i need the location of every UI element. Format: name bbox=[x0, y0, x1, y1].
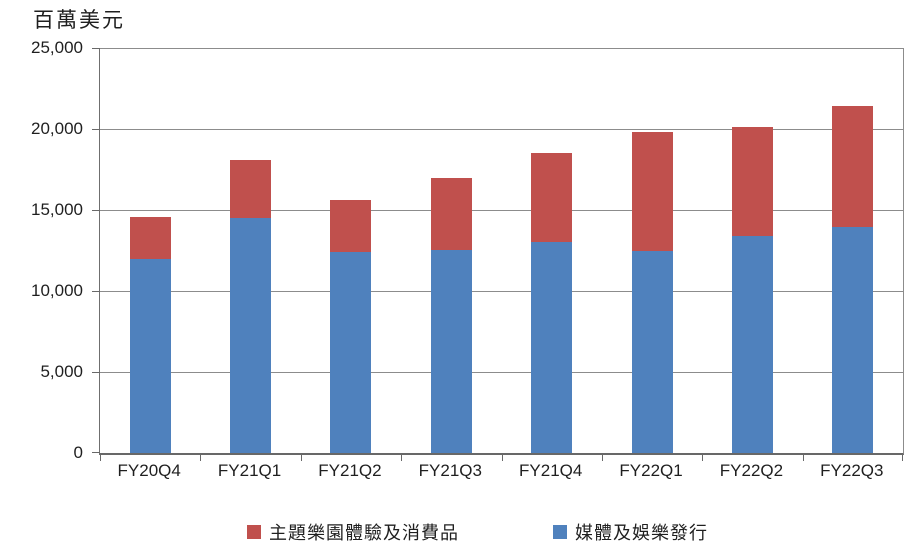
bar-segment-FY21Q4-主題樂園體驗及消費品 bbox=[531, 153, 573, 243]
gridline-5000 bbox=[100, 372, 903, 373]
y-axis-tick bbox=[92, 372, 100, 373]
gridline-10000 bbox=[100, 291, 903, 292]
bar-segment-FY22Q3-媒體及娛樂發行 bbox=[832, 227, 874, 453]
x-axis-tick bbox=[301, 455, 302, 461]
gridline-15000 bbox=[100, 210, 903, 211]
y-axis-tick-label: 0 bbox=[73, 443, 83, 462]
legend-item-media: 媒體及娛樂發行 bbox=[553, 520, 708, 544]
x-axis-tick bbox=[200, 455, 201, 461]
legend: 主題樂園體驗及消費品 媒體及娛樂發行 bbox=[0, 520, 915, 544]
y-axis-tick bbox=[92, 452, 100, 453]
bar-segment-FY21Q4-媒體及娛樂發行 bbox=[531, 242, 573, 453]
legend-swatch-media-icon bbox=[553, 525, 567, 539]
y-axis-tick-label: 10,000 bbox=[31, 281, 83, 300]
bar-segment-FY21Q3-媒體及娛樂發行 bbox=[430, 249, 472, 453]
gridline-20000 bbox=[100, 129, 903, 130]
legend-item-parks: 主題樂園體驗及消費品 bbox=[247, 520, 459, 544]
bar-segment-FY21Q1-媒體及娛樂發行 bbox=[230, 218, 272, 453]
y-axis-tick-label: 5,000 bbox=[40, 362, 83, 381]
x-axis-tick bbox=[702, 455, 703, 461]
bar-segment-FY21Q1-主題樂園體驗及消費品 bbox=[230, 159, 272, 219]
bar-segment-FY22Q1-主題樂園體驗及消費品 bbox=[631, 132, 673, 251]
x-axis-label-FY22Q3: FY22Q3 bbox=[820, 461, 884, 480]
x-axis-tick bbox=[401, 455, 402, 461]
x-axis-labels: FY20Q4 FY21Q1 FY21Q2 FY21Q3 FY21Q4 FY22Q1 FY22… bbox=[0, 461, 915, 483]
y-axis-tick-label: 25,000 bbox=[31, 38, 83, 57]
legend-swatch-parks-icon bbox=[247, 525, 261, 539]
y-axis-tick bbox=[92, 210, 100, 211]
x-axis-label-FY21Q1: FY21Q1 bbox=[217, 461, 282, 480]
legend-label-media: 媒體及娛樂發行 bbox=[575, 523, 708, 543]
bar-segment-FY21Q2-媒體及娛樂發行 bbox=[330, 252, 372, 453]
bar-segment-FY21Q3-主題樂園體驗及消費品 bbox=[430, 177, 472, 250]
x-axis-label-FY21Q4: FY21Q4 bbox=[519, 461, 583, 480]
plot-area bbox=[92, 48, 904, 461]
x-axis-tick bbox=[803, 455, 804, 461]
x-axis-tick bbox=[602, 455, 603, 461]
x-axis-label-FY21Q3: FY21Q3 bbox=[418, 461, 482, 480]
y-axis-tick bbox=[92, 291, 100, 292]
x-axis-tick bbox=[100, 455, 101, 461]
x-axis-label-FY22Q1: FY22Q1 bbox=[619, 461, 683, 480]
bar-segment-FY22Q3-主題樂園體驗及消費品 bbox=[832, 105, 874, 228]
gridline-25000 bbox=[100, 48, 903, 49]
legend-label-parks: 主題樂園體驗及消費品 bbox=[269, 523, 459, 543]
bar-segment-FY22Q1-媒體及娛樂發行 bbox=[631, 250, 673, 453]
x-axis-tick bbox=[902, 455, 903, 461]
chart-title: 百萬美元 bbox=[33, 8, 125, 32]
bar-segment-FY20Q4-主題樂園體驗及消費品 bbox=[129, 216, 171, 260]
x-axis-label-FY21Q2: FY21Q2 bbox=[318, 461, 382, 480]
x-axis-label-FY20Q4: FY20Q4 bbox=[117, 461, 181, 480]
y-axis-labels: 0 5,000 10,000 15,000 20,000 25,000 bbox=[0, 39, 88, 462]
bar-segment-FY22Q2-主題樂園體驗及消費品 bbox=[731, 126, 773, 236]
bar-segment-FY20Q4-媒體及娛樂發行 bbox=[129, 259, 171, 453]
y-axis-tick-label: 15,000 bbox=[31, 200, 83, 219]
y-axis-tick bbox=[92, 48, 100, 49]
y-axis-tick bbox=[92, 129, 100, 130]
y-axis-tick-label: 20,000 bbox=[31, 119, 83, 138]
bar-segment-FY21Q2-主題樂園體驗及消費品 bbox=[330, 200, 372, 253]
x-axis-tick bbox=[502, 455, 503, 461]
bar-segment-FY22Q2-媒體及娛樂發行 bbox=[731, 235, 773, 453]
x-axis-label-FY22Q2: FY22Q2 bbox=[719, 461, 784, 480]
